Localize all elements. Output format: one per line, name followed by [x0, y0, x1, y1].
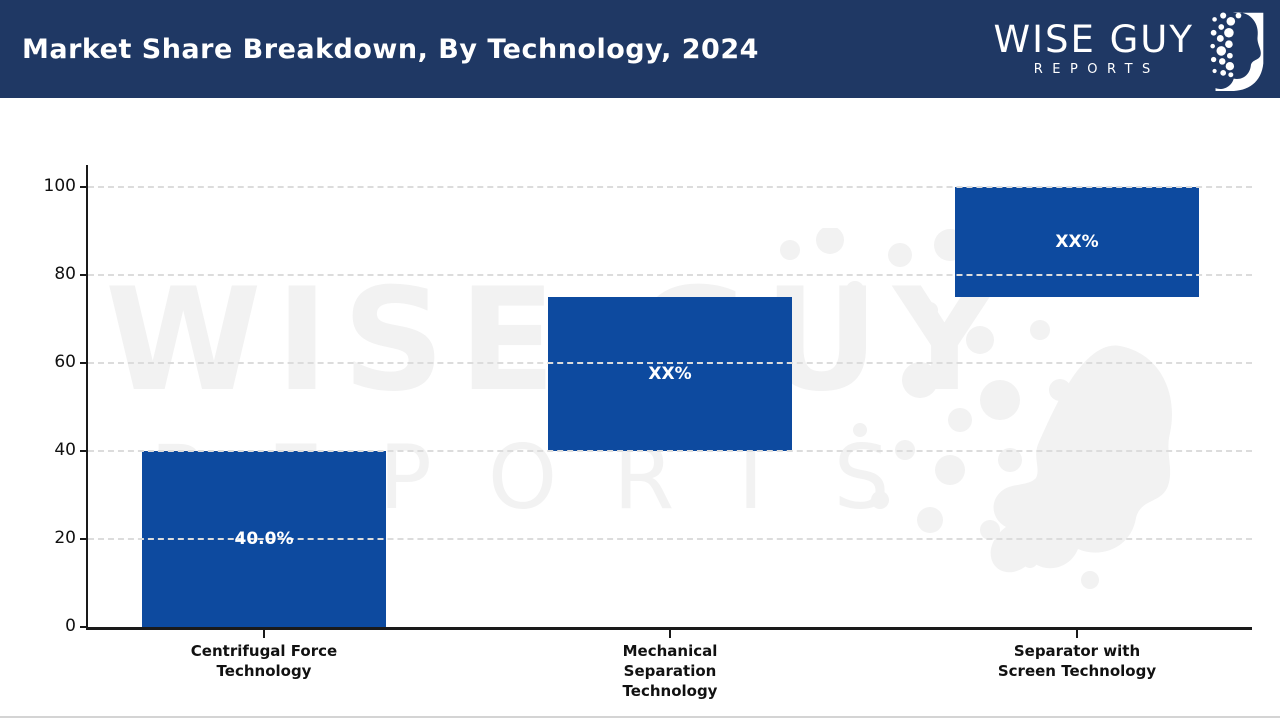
y-tick-label: 40 [54, 440, 76, 460]
x-tick-mark [1076, 630, 1078, 638]
bar-segment [548, 297, 792, 451]
y-tick-mark [80, 450, 88, 452]
logo-wordmark: WISE GUY REPORTS [994, 21, 1194, 77]
x-tick-mark [669, 630, 671, 638]
bar-segment [955, 187, 1199, 297]
y-tick-label: 100 [43, 176, 76, 196]
chart-area: WISE GUY REPORTS 0 20 40 60 80 100 40.0% XX% XX%… [0, 98, 1280, 718]
x-tick-label-line: Separator with [1013, 642, 1141, 660]
x-tick-label-line: Centrifugal Force [190, 642, 338, 660]
y-tick-mark [80, 274, 88, 276]
wiseguy-logo: WISE GUY REPORTS [994, 6, 1280, 92]
y-tick-mark [80, 186, 88, 188]
y-axis-line [86, 165, 88, 629]
x-tick-label-line: Screen Technology [997, 662, 1157, 680]
x-axis-line [86, 627, 1252, 630]
gridline [88, 274, 1252, 276]
y-tick-mark [80, 362, 88, 364]
face-profile-icon [1210, 12, 1264, 92]
gridline [88, 538, 1252, 540]
y-tick-label: 20 [54, 528, 76, 548]
gridline [88, 362, 1252, 364]
gridline [88, 186, 1252, 188]
y-tick-label: 60 [54, 352, 76, 372]
x-tick-label-line: Mechanical [622, 642, 718, 660]
gridline [88, 450, 1252, 452]
logo-line-reports: REPORTS [1033, 62, 1160, 77]
y-tick-mark [80, 626, 88, 628]
x-tick-mark [263, 630, 265, 638]
x-tick-label-line: Technology [622, 682, 718, 700]
bar-value-label: XX% [648, 364, 692, 384]
watermark-face-icon [780, 228, 1172, 589]
y-tick-mark [80, 538, 88, 540]
x-tick-label: Mechanical Separation Technology [530, 641, 810, 701]
x-tick-label: Centrifugal Force Technology [124, 641, 404, 681]
x-tick-label-line: Technology [216, 662, 312, 680]
logo-line-wise-guy: WISE GUY [993, 18, 1194, 61]
bar-value-label: 40.0% [234, 529, 294, 549]
page-title: Market Share Breakdown, By Technology, 2… [22, 33, 759, 65]
header-bar: Market Share Breakdown, By Technology, 2… [0, 0, 1280, 98]
y-tick-label: 80 [54, 264, 76, 284]
bottom-divider [0, 716, 1280, 718]
y-tick-label: 0 [65, 616, 76, 636]
bar-value-label: XX% [1055, 232, 1099, 252]
x-tick-label-line: Separation [623, 662, 717, 680]
x-tick-label: Separator with Screen Technology [937, 641, 1217, 681]
